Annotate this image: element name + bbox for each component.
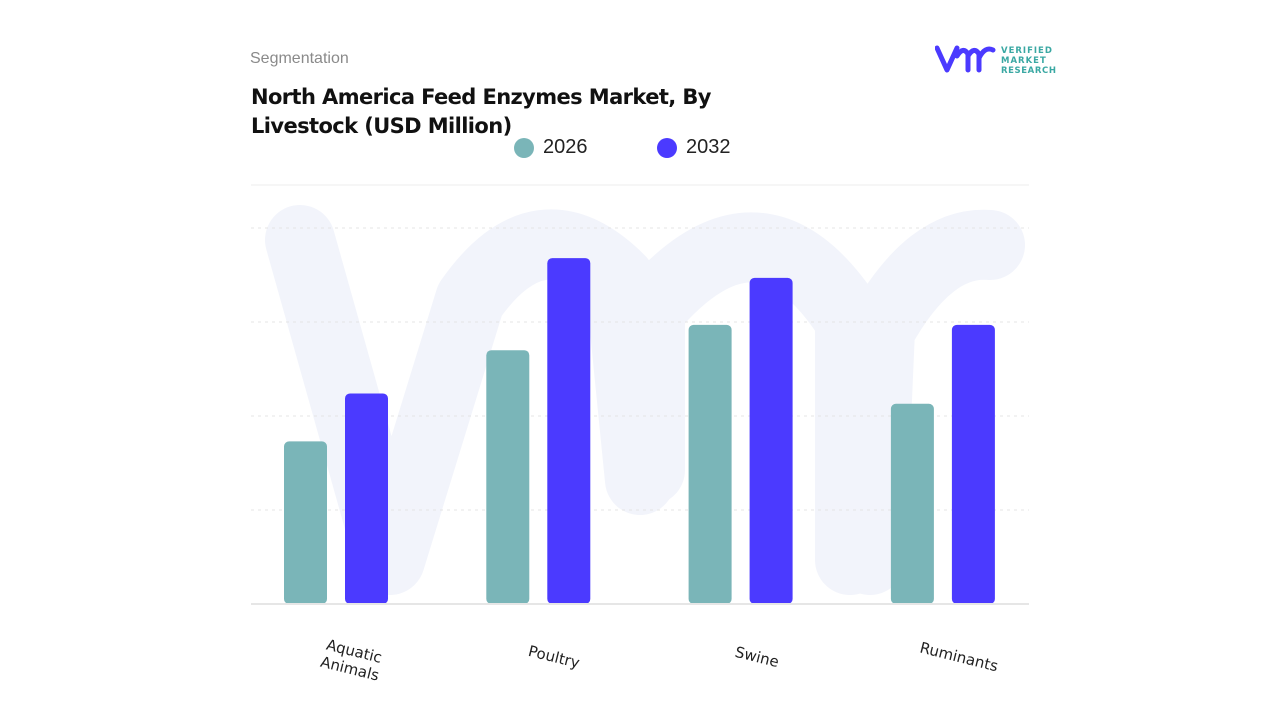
svg-text:RESEARCH: RESEARCH (1001, 66, 1057, 76)
legend-item-2026: 2026 (514, 136, 657, 159)
legend-label: 2026 (543, 136, 588, 158)
svg-text:VERIFIED: VERIFIED (1001, 46, 1053, 56)
watermark (265, 205, 1025, 595)
vmr-logo: VERIFIED MARKET RESEARCH (934, 44, 1060, 81)
bar-2032-aquatic-animals (345, 393, 388, 604)
chart-title: North America Feed Enzymes Market, By Li… (251, 85, 711, 138)
segment-label: Segmentation (250, 50, 349, 67)
legend-item-2032: 2032 (657, 136, 800, 159)
bar-2026-swine (688, 324, 732, 604)
bar-2032-ruminants (951, 324, 995, 604)
bar-2026-aquatic-animals (284, 441, 327, 604)
bar-2032-poultry (547, 258, 591, 604)
bar-2026-poultry (486, 350, 530, 604)
bar-2026-ruminants (890, 403, 934, 604)
legend-swatch-2032 (657, 137, 677, 158)
legend: 2026 2032 (514, 136, 800, 159)
legend-swatch-2026 (514, 137, 534, 158)
legend-label: 2032 (686, 136, 731, 158)
bar-2032-swine (749, 277, 793, 604)
svg-text:MARKET: MARKET (1001, 56, 1047, 66)
